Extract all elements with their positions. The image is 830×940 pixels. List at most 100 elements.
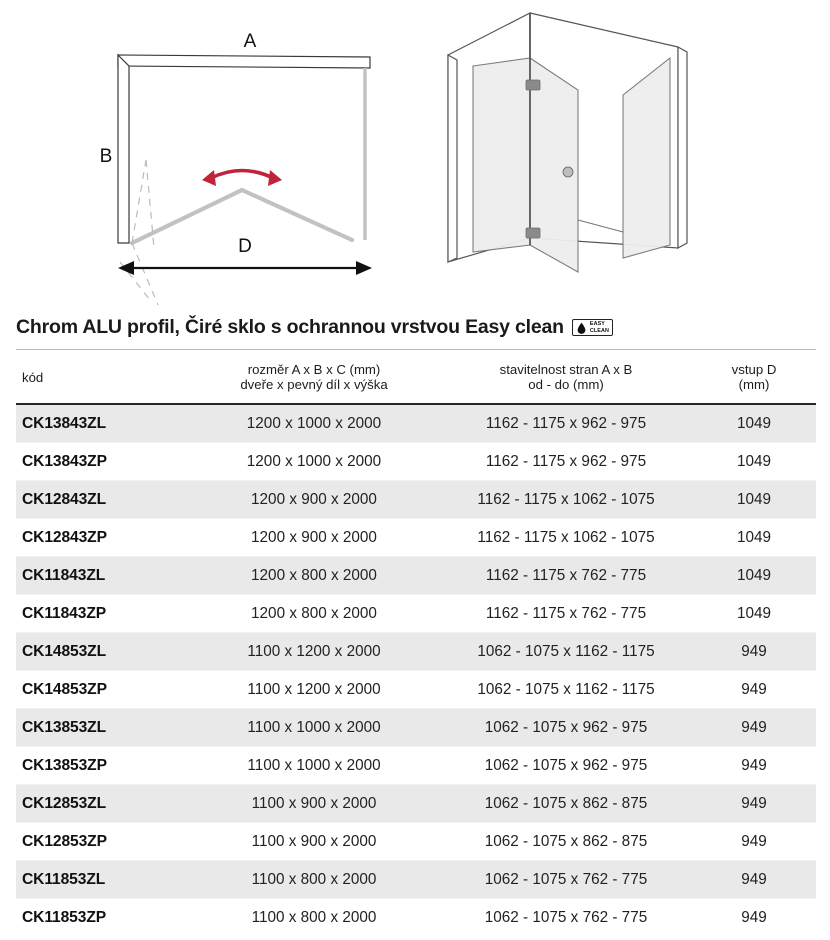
table-row[interactable]: CK13853ZP 1100 x 1000 x 2000 1062 - 1075 x… (16, 746, 816, 785)
plan-door-leaf-left (129, 187, 245, 246)
column-header-code: kód (16, 350, 188, 404)
table-row[interactable]: CK14853ZP 1100 x 1200 x 2000 1062 - 1075 x… (16, 670, 816, 709)
cell-adjustability: 1062 - 1075 x 1162 - 1175 (440, 670, 692, 709)
iso-side-panel (622, 56, 671, 259)
cell-size: 1100 x 1000 x 2000 (188, 708, 440, 747)
cell-code: CK13853ZL (16, 708, 188, 747)
iso-hinge-top (525, 79, 541, 91)
column-header-entry-line2: (mm) (738, 377, 770, 392)
cell-adjustability: 1062 - 1075 x 862 - 875 (440, 784, 692, 823)
isometric-shower-enclosure (430, 0, 730, 300)
table-row[interactable]: CK13843ZP 1200 x 1000 x 2000 1162 - 1175 x… (16, 442, 816, 481)
cell-size: 1100 x 1200 x 2000 (188, 670, 440, 709)
table-row[interactable]: CK13843ZL 1200 x 1000 x 2000 1162 - 1175 x… (16, 404, 816, 443)
cell-size: 1100 x 800 x 2000 (188, 860, 440, 899)
cell-size: 1100 x 900 x 2000 (188, 784, 440, 823)
plan-label-b: B (100, 146, 113, 167)
cell-adjustability: 1162 - 1175 x 962 - 975 (440, 442, 692, 481)
column-header-adjustability: stavitelnost stran A x B od - do (mm) (440, 350, 692, 404)
column-header-size-line1: rozměr A x B x C (mm) (247, 362, 381, 377)
cell-entry: 1049 (692, 594, 816, 633)
cell-code: CK12853ZP (16, 822, 188, 861)
table-row[interactable]: CK11853ZP 1100 x 800 x 2000 1062 - 1075 x … (16, 898, 816, 936)
table-row[interactable]: CK12853ZL 1100 x 900 x 2000 1062 - 1075 x … (16, 784, 816, 823)
heading-title: Chrom ALU profil, Čiré sklo s ochrannou … (16, 316, 564, 338)
table-row[interactable]: CK12843ZP 1200 x 900 x 2000 1162 - 1175 x … (16, 518, 816, 557)
cell-code: CK11843ZP (16, 594, 188, 633)
table-row[interactable]: CK12843ZL 1200 x 900 x 2000 1162 - 1175 x … (16, 480, 816, 519)
column-header-entry-line1: vstup D (731, 362, 777, 377)
plan-label-a: A (244, 31, 257, 52)
cell-code: CK12843ZL (16, 480, 188, 519)
cell-size: 1200 x 1000 x 2000 (188, 442, 440, 481)
table-header: kód rozměr A x B x C (mm) dveře x pevný … (16, 350, 816, 404)
plan-label-d: D (238, 236, 252, 257)
iso-threshold (577, 219, 624, 233)
cell-code: CK13843ZP (16, 442, 188, 481)
easy-clean-badge: EASY CLEAN (571, 319, 613, 336)
plan-door-dashed-positions (119, 159, 159, 306)
iso-hinge-bottom (525, 227, 541, 239)
cell-size: 1100 x 800 x 2000 (188, 898, 440, 936)
cell-code: CK11853ZP (16, 898, 188, 936)
cell-entry: 949 (692, 708, 816, 747)
table-row[interactable]: CK11843ZP 1200 x 800 x 2000 1162 - 1175 x … (16, 594, 816, 633)
cell-entry: 949 (692, 746, 816, 785)
cell-size: 1200 x 800 x 2000 (188, 556, 440, 595)
cell-adjustability: 1062 - 1075 x 762 - 775 (440, 860, 692, 899)
cell-entry: 1049 (692, 442, 816, 481)
easy-clean-line1: EASY (589, 321, 605, 328)
cell-adjustability: 1162 - 1175 x 762 - 775 (440, 556, 692, 595)
cell-size: 1100 x 900 x 2000 (188, 822, 440, 861)
column-header-size: rozměr A x B x C (mm) dveře x pevný díl … (188, 350, 440, 404)
cell-code: CK13843ZL (16, 404, 188, 443)
table-row[interactable]: CK11843ZL 1200 x 800 x 2000 1162 - 1175 x … (16, 556, 816, 595)
plan-swing-arrow (202, 168, 282, 186)
iso-door-knob (562, 166, 574, 178)
cell-size: 1200 x 1000 x 2000 (188, 404, 440, 443)
cell-entry: 949 (692, 860, 816, 899)
cell-size: 1200 x 800 x 2000 (188, 594, 440, 633)
cell-code: CK13853ZP (16, 746, 188, 785)
specification-table-wrapper: kód rozměr A x B x C (mm) dveře x pevný … (16, 349, 816, 936)
cell-adjustability: 1062 - 1075 x 762 - 775 (440, 898, 692, 936)
column-header-size-line2: dveře x pevný díl x výška (240, 377, 388, 392)
easy-clean-line2: CLEAN (589, 327, 609, 334)
plan-dimension-d (118, 261, 372, 275)
column-header-entry: vstup D (mm) (692, 350, 816, 404)
cell-size: 1200 x 900 x 2000 (188, 518, 440, 557)
cell-adjustability: 1162 - 1175 x 1062 - 1075 (440, 518, 692, 557)
cell-size: 1200 x 900 x 2000 (188, 480, 440, 519)
iso-wall-left-edge (447, 53, 458, 263)
section-heading: Chrom ALU profil, Čiré sklo s ochrannou … (16, 310, 816, 349)
cell-entry: 949 (692, 670, 816, 709)
top-view-floor-plan: A B D (80, 0, 410, 310)
column-header-code-line1: kód (22, 369, 44, 385)
table-body: CK13843ZL 1200 x 1000 x 2000 1162 - 1175 x… (16, 404, 816, 936)
iso-door-leaf-fixed (472, 57, 531, 253)
cell-adjustability: 1162 - 1175 x 762 - 775 (440, 594, 692, 633)
cell-adjustability: 1062 - 1075 x 962 - 975 (440, 708, 692, 747)
cell-code: CK12853ZL (16, 784, 188, 823)
cell-entry: 949 (692, 898, 816, 936)
cell-entry: 1049 (692, 556, 816, 595)
cell-code: CK14853ZL (16, 632, 188, 671)
table-row[interactable]: CK14853ZL 1100 x 1200 x 2000 1062 - 1075 x… (16, 632, 816, 671)
table-row[interactable]: CK13853ZL 1100 x 1000 x 2000 1062 - 1075 x… (16, 708, 816, 747)
cell-code: CK11853ZL (16, 860, 188, 899)
cell-adjustability: 1162 - 1175 x 1062 - 1075 (440, 480, 692, 519)
plan-wall-left (117, 53, 130, 244)
cell-code: CK12843ZP (16, 518, 188, 557)
cell-entry: 949 (692, 822, 816, 861)
cell-entry: 949 (692, 632, 816, 671)
plan-wall-top (117, 54, 371, 69)
cell-entry: 949 (692, 784, 816, 823)
cell-code: CK14853ZP (16, 670, 188, 709)
cell-adjustability: 1062 - 1075 x 1162 - 1175 (440, 632, 692, 671)
cell-adjustability: 1162 - 1175 x 962 - 975 (440, 404, 692, 443)
table-row[interactable]: CK11853ZL 1100 x 800 x 2000 1062 - 1075 x … (16, 860, 816, 899)
table-row[interactable]: CK12853ZP 1100 x 900 x 2000 1062 - 1075 x … (16, 822, 816, 861)
cell-size: 1100 x 1000 x 2000 (188, 746, 440, 785)
cell-entry: 1049 (692, 518, 816, 557)
table-header-row: kód rozměr A x B x C (mm) dveře x pevný … (16, 350, 816, 404)
